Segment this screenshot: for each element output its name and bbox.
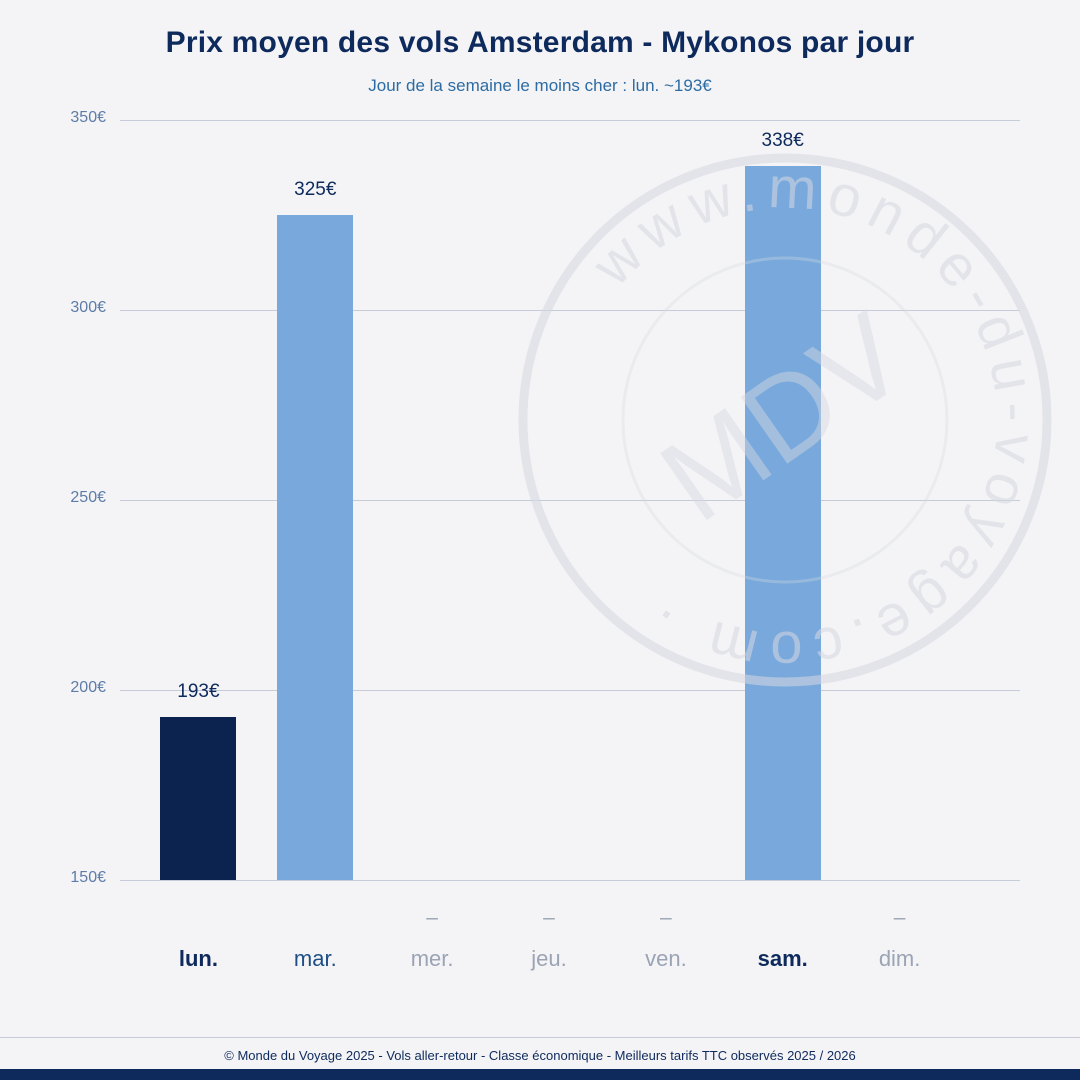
- x-axis-label-ven: ven.: [645, 946, 687, 971]
- no-data-marker: –: [660, 906, 672, 929]
- gridline: [120, 119, 1020, 121]
- footer-accent-bar: [0, 1069, 1080, 1080]
- y-axis-tick-label: 150€: [70, 869, 106, 886]
- bar-lun: [160, 716, 237, 880]
- x-axis-label-mer: mer.: [410, 946, 454, 971]
- bar-mar: [277, 215, 354, 880]
- x-axis-label-jeu: jeu.: [531, 946, 567, 971]
- x-axis-label-sam: sam.: [757, 946, 808, 971]
- bar-value-label: 325€: [294, 179, 337, 200]
- x-axis-label-lun: lun.: [178, 946, 218, 971]
- gridline: [120, 499, 1020, 501]
- footer-text: © Monde du Voyage 2025 - Vols aller-reto…: [224, 1048, 856, 1063]
- bar-value-label: 193€: [177, 680, 220, 702]
- no-data-marker: –: [893, 906, 906, 929]
- no-data-marker: –: [426, 906, 438, 929]
- no-data-marker: –: [543, 906, 555, 929]
- bar-sam: [744, 165, 821, 880]
- y-axis-tick-label: 300€: [70, 299, 106, 316]
- gridline: [120, 689, 1020, 691]
- gridline: [120, 309, 1020, 311]
- y-axis-tick-label: 250€: [70, 489, 106, 506]
- x-axis-label-dim: dim.: [878, 946, 921, 971]
- gridline: [120, 879, 1020, 881]
- page-title: Prix moyen des vols Amsterdam - Mykonos …: [165, 26, 915, 59]
- page-subtitle: Jour de la semaine le moins cher : lun. …: [368, 76, 712, 95]
- bar-value-label: 338€: [761, 129, 804, 151]
- x-axis-label-mar: mar.: [293, 946, 337, 971]
- footer-divider: [0, 1037, 1080, 1038]
- y-axis-tick-label: 350€: [70, 109, 106, 126]
- y-axis-tick-label: 200€: [70, 679, 106, 696]
